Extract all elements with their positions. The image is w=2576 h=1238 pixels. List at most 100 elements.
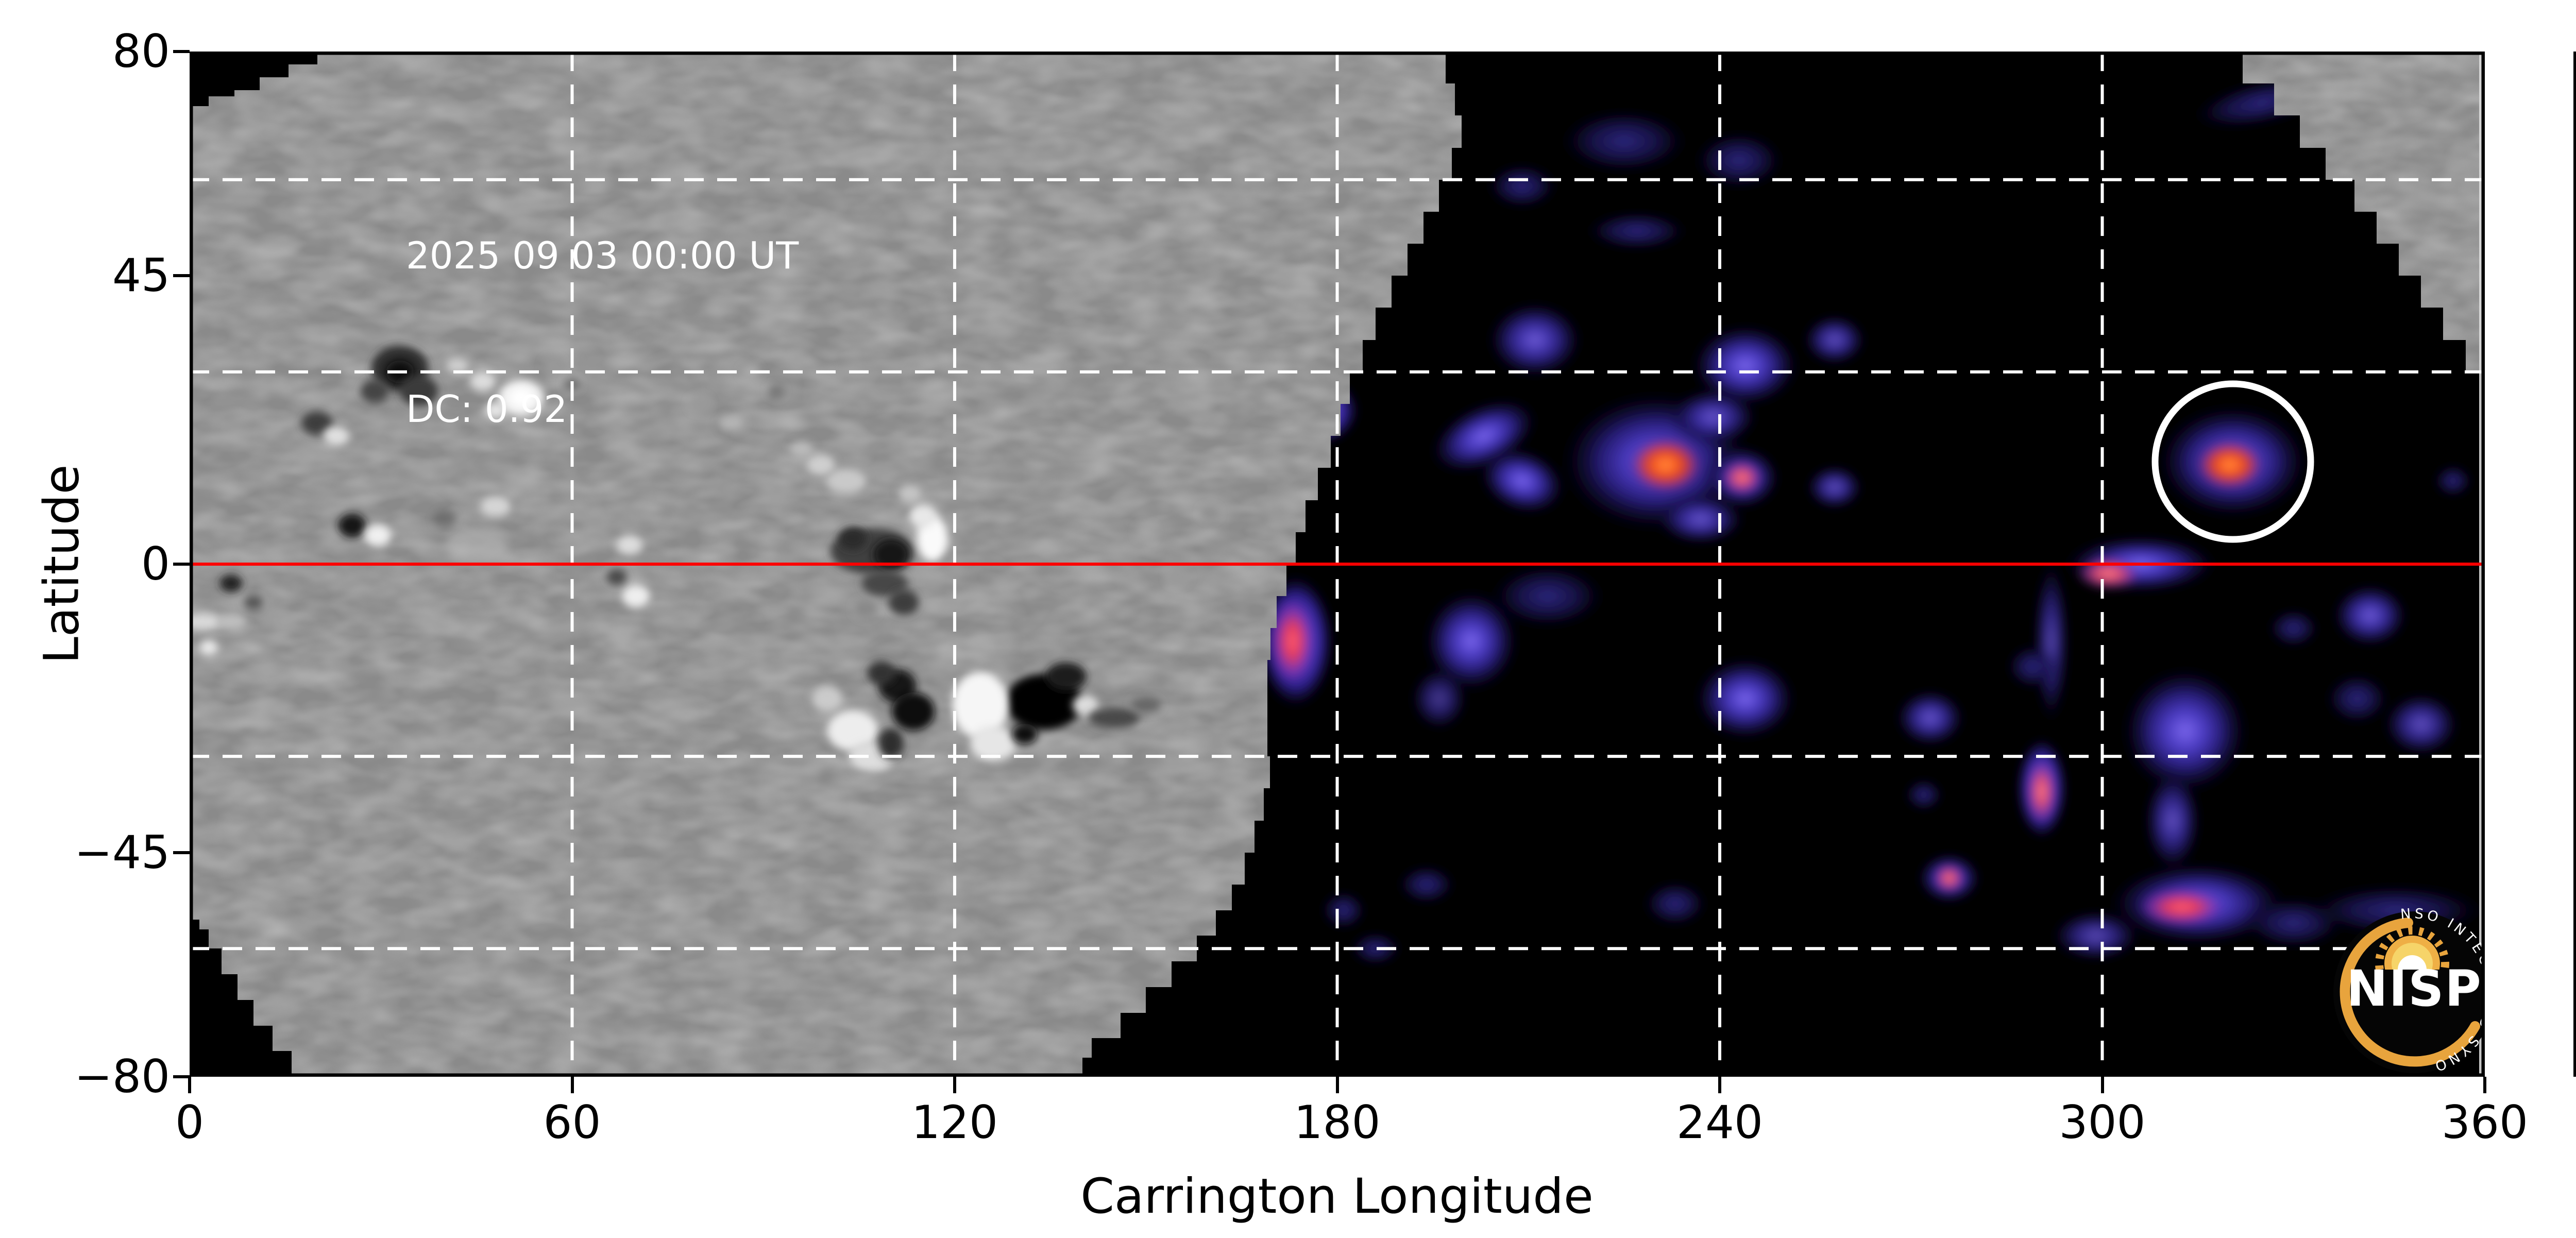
active-region-spot [1088,707,1140,728]
farside-blob [1487,301,1583,379]
active-region-spot [1200,506,1219,519]
x-tick-label: 180 [1294,1096,1381,1149]
active-region-spot [485,402,506,418]
x-axis-label: Carrington Longitude [1080,1168,1594,1225]
active-region-spot [811,686,843,712]
farside-blob [2143,769,2201,872]
y-tick-label: 0 [141,537,170,590]
nisp-logo-gold-ring [2340,918,2480,1067]
x-tick-label: 240 [1676,1096,1763,1149]
farside-blob [1586,211,1688,250]
farside-blob [1560,109,1688,174]
x-tick-label: 360 [2442,1096,2528,1149]
x-tick-mark [1335,1077,1339,1093]
active-region-spot [689,396,710,412]
active-region-spot [480,496,511,517]
x-tick-label: 120 [911,1096,998,1149]
farside-blob [1691,324,1800,408]
x-tick-label: 0 [175,1096,204,1149]
farside-blob [1627,436,1704,494]
farside-blob [2383,692,2460,757]
farside-blob [2027,759,2056,824]
active-region-spot [400,376,438,407]
active-region-spot [854,600,877,618]
y-tick-mark [173,274,190,278]
active-region-spot [790,441,814,457]
active-region-spot [510,388,533,407]
x-tick-label: 60 [543,1096,601,1149]
active-region-spot [826,468,867,494]
y-tick-mark [173,1075,190,1078]
farside-blob [2268,609,2319,648]
y-tick-label: −80 [74,1050,170,1103]
farside-blob [1398,865,1455,904]
active-region-spot [470,371,496,392]
farside-blob [2325,673,2389,724]
active-region-spot [878,728,904,759]
active-region-spot [908,504,937,529]
farside-blob [2077,557,2141,590]
active-region-spot [364,524,392,547]
nisp-logo: NISP NSO INTEGRATED SYNOPTIC PROGRAM [2333,906,2496,1075]
active-region-spot [446,527,507,563]
target-annotation-circle [2151,380,2314,543]
y-axis-label: Latitude [33,464,90,664]
active-region-spot [1130,697,1161,713]
farside-blob [1694,657,1797,741]
active-region-spot [244,595,263,610]
farside-blob [1895,689,1965,747]
active-region-spot [433,510,456,529]
active-region-spot [873,539,909,570]
active-region-spot [1167,569,1189,585]
colorbar-farside-phase-shift [2573,52,2576,1077]
farside-blob [1694,131,1784,190]
farside-blob [1643,881,1707,926]
active-region-spot [806,454,835,476]
active-region-spot [622,584,650,608]
farside-map-svg: NISP NSO INTEGRATED SYNOPTIC PROGRAM [189,51,2496,1077]
active-region-spot [199,639,218,655]
active-region-spot [891,692,935,731]
annotation-text: 2025 09 03 00:00 UT DC: 0.92 [406,128,799,537]
plot-area: NISP NSO INTEGRATED SYNOPTIC PROGRAM 202… [189,51,2496,1077]
x-tick-mark [2100,1077,2104,1093]
annotation-dc: DC: 0.92 [406,387,568,431]
farside-blob [1806,465,1863,510]
y-tick-mark [173,50,190,53]
farside-blob [1904,778,1943,811]
active-region-spot [827,710,878,752]
farside-blob [1669,387,1758,446]
active-region-spot [1012,723,1038,744]
y-tick-label: 80 [112,25,170,78]
x-tick-mark [2483,1077,2486,1093]
farside-blob [1935,865,1963,891]
farside-blob [1270,596,1315,686]
x-tick-mark [188,1077,191,1093]
active-region-spot [970,725,1016,762]
active-region-spot [617,535,642,555]
active-region-spot [606,568,627,586]
y-tick-label: 45 [112,249,170,302]
x-tick-mark [1718,1077,1721,1093]
active-region-spot [899,484,922,503]
x-tick-mark [953,1077,956,1093]
farside-blob [1350,932,1401,965]
farside-blob [1410,667,1468,731]
farside-blob [2332,583,2409,648]
active-region-spot [301,411,333,435]
farside-blob [1487,163,1557,209]
active-region-spot [543,358,563,373]
active-region-spot [719,415,744,431]
farside-blob [2033,557,2070,724]
nisp-logo-text: NISP [2346,960,2482,1017]
farside-blob-layer [1257,76,2485,965]
farside-blob [1479,447,1566,515]
y-tick-mark [173,563,190,566]
plot-border [189,51,2485,1077]
farside-blob [2121,667,2249,795]
annotation-date: 2025 09 03 00:00 UT [406,233,799,277]
farside-blob [1723,462,1761,494]
active-region-spot [952,671,1008,739]
y-tick-mark [173,851,190,854]
active-region-spot [360,379,389,403]
